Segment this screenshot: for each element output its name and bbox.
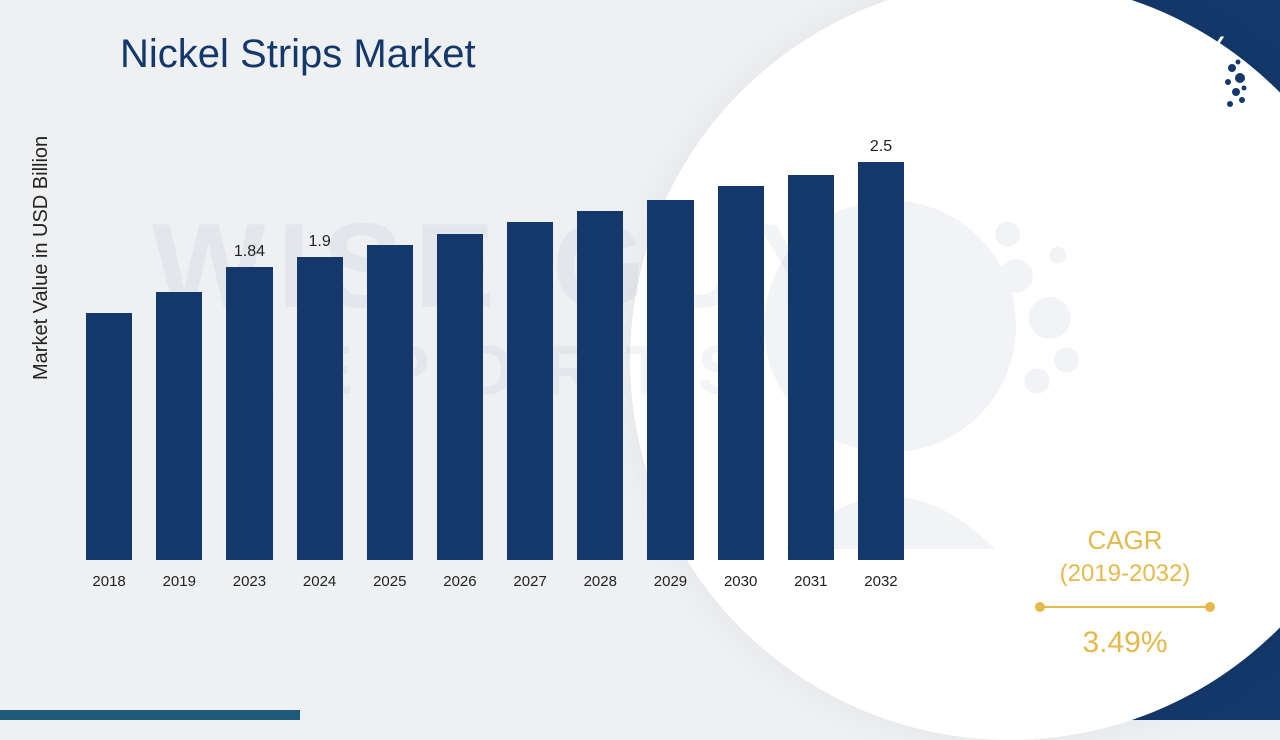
bar-wrap: [437, 210, 483, 560]
logo-head-icon: [1188, 48, 1258, 138]
bar-wrap: 2.5: [858, 138, 904, 560]
bar: [437, 234, 483, 560]
cagr-block: CAGR (2019-2032) 3.49%: [1010, 525, 1240, 660]
bar-wrap: [367, 221, 413, 560]
bar: [647, 200, 693, 560]
x-tick-label: 2018: [86, 573, 132, 590]
bar: [226, 267, 272, 560]
bar-value-label: 2.5: [870, 138, 892, 158]
bar-wrap: [86, 289, 132, 560]
bar-wrap: 1.9: [297, 233, 343, 560]
x-tick-label: 2032: [858, 573, 904, 590]
bars-container: 1.84 1.9 2.5: [80, 130, 910, 560]
x-tick-label: 2028: [577, 573, 623, 590]
bar-value-label: 1.9: [308, 233, 330, 253]
bar-value-label: 1.84: [234, 243, 265, 263]
bar-wrap: [647, 176, 693, 560]
x-tick-label: 2030: [718, 573, 764, 590]
bar: [367, 245, 413, 560]
bar-wrap: [156, 268, 202, 560]
main-chart-area: Nickel Strips Market WISE GUY REPORTS Ma…: [0, 0, 970, 720]
logo-block: WISE GUY REPORTS: [1048, 30, 1226, 88]
bar-wrap: [577, 187, 623, 560]
bar-wrap: 1.84: [226, 243, 272, 560]
x-tick-label: 2023: [226, 573, 272, 590]
bar: [297, 257, 343, 560]
x-tick-label: 2024: [297, 573, 343, 590]
cagr-range: (2019-2032): [1010, 560, 1240, 588]
bar: [577, 211, 623, 560]
bar: [718, 186, 764, 560]
bar: [86, 313, 132, 560]
y-axis-label: Market Value in USD Billion: [30, 136, 53, 380]
chart-title: Nickel Strips Market: [120, 32, 476, 77]
chart-plot: 1.841.92.5 20182019202320242025202620272…: [80, 130, 910, 590]
bottom-accent-bar: [0, 710, 300, 720]
x-tick-label: 2019: [156, 573, 202, 590]
x-tick-label: 2026: [437, 573, 483, 590]
bar-wrap: [718, 162, 764, 560]
bar-wrap: [507, 198, 553, 560]
cagr-label: CAGR: [1010, 525, 1240, 556]
bar: [507, 222, 553, 560]
bar-wrap: [788, 151, 834, 560]
bar: [156, 292, 202, 560]
x-tick-label: 2031: [788, 573, 834, 590]
x-tick-label: 2027: [507, 573, 553, 590]
bar: [858, 162, 904, 560]
x-tick-label: 2025: [367, 573, 413, 590]
x-tick-label: 2029: [647, 573, 693, 590]
x-labels-container: 2018 2019 2023 2024 2025 2026 2027 2028 2029 2030…: [80, 573, 910, 590]
bar: [788, 175, 834, 560]
cagr-divider: [1040, 606, 1210, 608]
cagr-value: 3.49%: [1010, 626, 1240, 660]
